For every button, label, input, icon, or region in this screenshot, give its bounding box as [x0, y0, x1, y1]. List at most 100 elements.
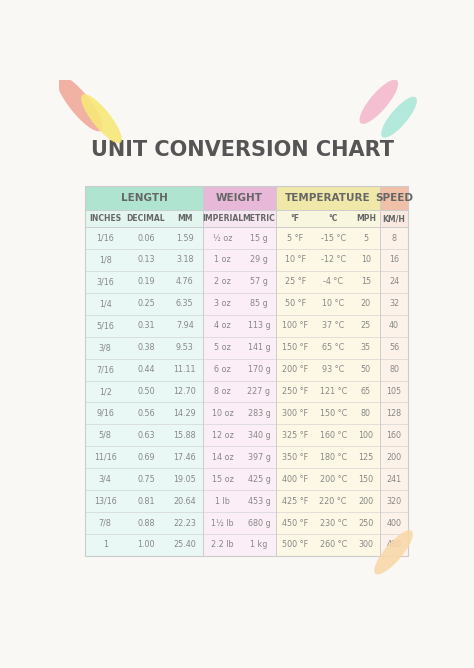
- Text: 8 oz: 8 oz: [214, 387, 231, 396]
- Text: 500 °F: 500 °F: [282, 540, 308, 550]
- Text: 11/16: 11/16: [94, 453, 117, 462]
- Text: 1/16: 1/16: [96, 234, 114, 242]
- Text: 35: 35: [361, 343, 371, 352]
- Text: 350 °F: 350 °F: [282, 453, 308, 462]
- Text: 300: 300: [358, 540, 374, 550]
- Text: 0.31: 0.31: [137, 321, 155, 330]
- Text: 6 oz: 6 oz: [214, 365, 231, 374]
- FancyBboxPatch shape: [380, 403, 408, 424]
- Text: 3/8: 3/8: [99, 343, 112, 352]
- Text: 6.35: 6.35: [176, 299, 193, 309]
- FancyBboxPatch shape: [276, 293, 380, 315]
- FancyBboxPatch shape: [380, 359, 408, 381]
- Text: 3/4: 3/4: [99, 475, 112, 484]
- Text: 7/8: 7/8: [99, 518, 112, 528]
- Text: 0.50: 0.50: [137, 387, 155, 396]
- FancyBboxPatch shape: [85, 403, 203, 424]
- Text: 22.23: 22.23: [173, 518, 196, 528]
- Text: °C: °C: [328, 214, 338, 223]
- Text: 0.25: 0.25: [137, 299, 155, 309]
- FancyBboxPatch shape: [85, 446, 203, 468]
- Text: 160 °C: 160 °C: [319, 431, 346, 440]
- Text: MPH: MPH: [356, 214, 376, 223]
- Text: 15: 15: [361, 277, 371, 287]
- FancyBboxPatch shape: [380, 249, 408, 271]
- FancyBboxPatch shape: [276, 534, 380, 556]
- Text: 1/8: 1/8: [99, 255, 112, 265]
- FancyBboxPatch shape: [203, 446, 276, 468]
- Text: 480: 480: [387, 540, 401, 550]
- Text: 8: 8: [392, 234, 397, 242]
- Text: 5: 5: [363, 234, 368, 242]
- Text: 680 g: 680 g: [247, 518, 270, 528]
- Text: 9/16: 9/16: [96, 409, 114, 418]
- Text: 80: 80: [389, 365, 399, 374]
- Text: 400: 400: [387, 518, 401, 528]
- Text: 0.13: 0.13: [137, 255, 155, 265]
- Ellipse shape: [81, 94, 122, 144]
- Text: 320: 320: [386, 496, 401, 506]
- Text: 425 g: 425 g: [247, 475, 270, 484]
- FancyBboxPatch shape: [380, 534, 408, 556]
- Text: 10 oz: 10 oz: [212, 409, 234, 418]
- Text: 29 g: 29 g: [250, 255, 268, 265]
- Text: 5/16: 5/16: [96, 321, 114, 330]
- Text: 10: 10: [361, 255, 371, 265]
- Text: 0.38: 0.38: [137, 343, 155, 352]
- Text: 160: 160: [387, 431, 401, 440]
- FancyBboxPatch shape: [276, 359, 380, 381]
- FancyBboxPatch shape: [276, 424, 380, 446]
- FancyBboxPatch shape: [203, 512, 276, 534]
- Text: 150: 150: [358, 475, 374, 484]
- Text: 15 g: 15 g: [250, 234, 268, 242]
- FancyBboxPatch shape: [380, 512, 408, 534]
- Text: 1 oz: 1 oz: [214, 255, 231, 265]
- Text: 10 °C: 10 °C: [322, 299, 344, 309]
- Text: 3.18: 3.18: [176, 255, 193, 265]
- Text: 340 g: 340 g: [247, 431, 270, 440]
- FancyBboxPatch shape: [203, 468, 276, 490]
- Text: 25: 25: [361, 321, 371, 330]
- Ellipse shape: [56, 75, 103, 132]
- FancyBboxPatch shape: [203, 186, 276, 210]
- Text: 0.44: 0.44: [137, 365, 155, 374]
- FancyBboxPatch shape: [85, 315, 203, 337]
- Text: 1 lb: 1 lb: [215, 496, 230, 506]
- Text: 425 °F: 425 °F: [282, 496, 308, 506]
- Text: DECIMAL: DECIMAL: [127, 214, 165, 223]
- Text: 250 °F: 250 °F: [282, 387, 308, 396]
- Text: °F: °F: [291, 214, 300, 223]
- FancyBboxPatch shape: [203, 359, 276, 381]
- FancyBboxPatch shape: [203, 210, 276, 227]
- FancyBboxPatch shape: [380, 446, 408, 468]
- FancyBboxPatch shape: [85, 271, 203, 293]
- Text: 227 g: 227 g: [247, 387, 271, 396]
- Ellipse shape: [359, 79, 398, 124]
- Text: -4 °C: -4 °C: [323, 277, 343, 287]
- FancyBboxPatch shape: [380, 468, 408, 490]
- Text: 1½ lb: 1½ lb: [211, 518, 234, 528]
- Text: 40: 40: [389, 321, 399, 330]
- FancyBboxPatch shape: [85, 293, 203, 315]
- Text: 7/16: 7/16: [96, 365, 114, 374]
- Text: -12 °C: -12 °C: [320, 255, 346, 265]
- FancyBboxPatch shape: [85, 186, 203, 210]
- FancyBboxPatch shape: [276, 271, 380, 293]
- FancyBboxPatch shape: [85, 210, 203, 227]
- FancyBboxPatch shape: [276, 249, 380, 271]
- FancyBboxPatch shape: [203, 293, 276, 315]
- Text: 0.19: 0.19: [137, 277, 155, 287]
- FancyBboxPatch shape: [85, 381, 203, 403]
- FancyBboxPatch shape: [203, 315, 276, 337]
- Text: KM/H: KM/H: [383, 214, 406, 223]
- Text: 17.46: 17.46: [173, 453, 196, 462]
- Text: 200: 200: [386, 453, 401, 462]
- Text: 200 °F: 200 °F: [282, 365, 308, 374]
- Text: 113 g: 113 g: [247, 321, 270, 330]
- FancyBboxPatch shape: [276, 227, 380, 249]
- Text: 100 °F: 100 °F: [282, 321, 308, 330]
- Text: 300 °F: 300 °F: [282, 409, 308, 418]
- Text: 85 g: 85 g: [250, 299, 268, 309]
- Text: 241: 241: [386, 475, 401, 484]
- FancyBboxPatch shape: [203, 337, 276, 359]
